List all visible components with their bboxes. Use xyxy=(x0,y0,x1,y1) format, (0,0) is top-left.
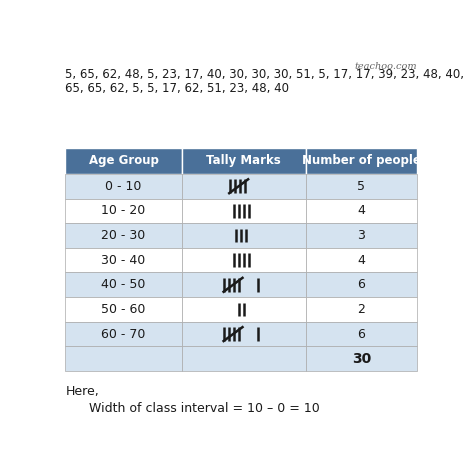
Bar xyxy=(65,322,182,346)
Bar xyxy=(182,248,306,273)
Text: 65, 65, 62, 5, 5, 17, 62, 51, 23, 48, 40: 65, 65, 62, 5, 5, 17, 62, 51, 23, 48, 40 xyxy=(65,82,290,94)
Bar xyxy=(182,322,306,346)
Text: Age Group: Age Group xyxy=(89,155,158,167)
Text: 6: 6 xyxy=(357,278,365,292)
Text: 60 - 70: 60 - 70 xyxy=(101,328,146,341)
Bar xyxy=(306,346,417,371)
Bar xyxy=(65,174,182,199)
Bar xyxy=(306,297,417,322)
Bar xyxy=(182,199,306,223)
Text: 4: 4 xyxy=(357,204,365,218)
Bar xyxy=(306,248,417,273)
Text: 50 - 60: 50 - 60 xyxy=(101,303,146,316)
Text: Tally Marks: Tally Marks xyxy=(206,155,281,167)
Bar xyxy=(65,297,182,322)
Bar xyxy=(65,248,182,273)
Bar xyxy=(182,273,306,297)
Text: 30: 30 xyxy=(352,352,371,366)
Text: 3: 3 xyxy=(357,229,365,242)
Bar xyxy=(182,148,306,174)
Bar xyxy=(182,174,306,199)
Bar xyxy=(65,148,182,174)
Bar xyxy=(65,346,182,371)
Bar xyxy=(65,199,182,223)
Text: 30 - 40: 30 - 40 xyxy=(101,254,146,267)
Text: 4: 4 xyxy=(357,254,365,267)
Bar xyxy=(182,346,306,371)
Text: teachoo.com: teachoo.com xyxy=(355,62,417,71)
Bar xyxy=(182,297,306,322)
Text: 5: 5 xyxy=(357,180,365,193)
Text: 6: 6 xyxy=(357,328,365,341)
Bar xyxy=(306,148,417,174)
Bar xyxy=(65,223,182,248)
Bar xyxy=(306,174,417,199)
Text: Here,: Here, xyxy=(65,385,99,398)
Text: 10 - 20: 10 - 20 xyxy=(101,204,146,218)
Text: 0 - 10: 0 - 10 xyxy=(105,180,142,193)
Bar xyxy=(306,199,417,223)
Text: 5, 65, 62, 48, 5, 23, 17, 40, 30, 30, 30, 51, 5, 17, 17, 39, 23, 48, 40,: 5, 65, 62, 48, 5, 23, 17, 40, 30, 30, 30… xyxy=(65,68,465,81)
Bar xyxy=(65,273,182,297)
Bar xyxy=(306,322,417,346)
Text: Number of people: Number of people xyxy=(302,155,421,167)
Bar xyxy=(182,223,306,248)
Bar xyxy=(306,273,417,297)
Text: 2: 2 xyxy=(357,303,365,316)
Text: 40 - 50: 40 - 50 xyxy=(101,278,146,292)
Text: 20 - 30: 20 - 30 xyxy=(101,229,146,242)
Bar xyxy=(306,223,417,248)
Text: Width of class interval = 10 – 0 = 10: Width of class interval = 10 – 0 = 10 xyxy=(89,402,319,415)
